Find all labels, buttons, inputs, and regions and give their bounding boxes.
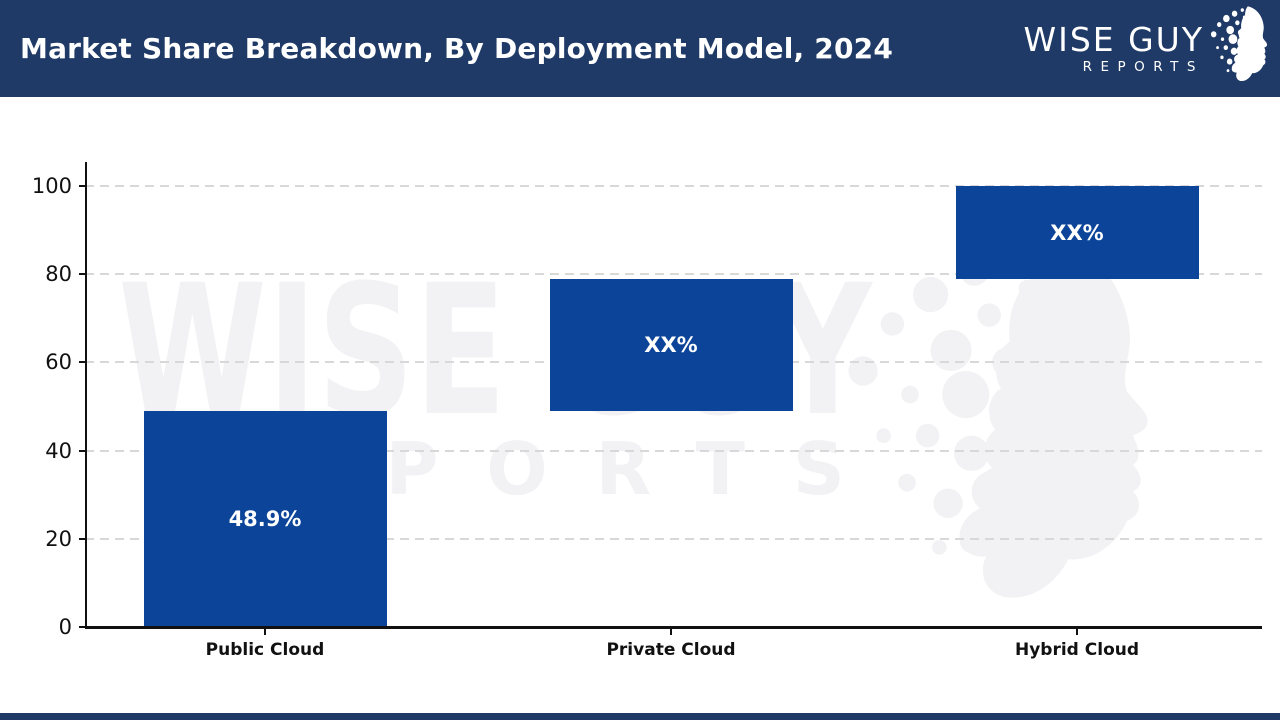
page-title: Market Share Breakdown, By Deployment Mo… bbox=[20, 32, 894, 65]
y-axis-tick bbox=[79, 361, 85, 364]
y-tick-label: 40 bbox=[45, 438, 72, 463]
logo-face-icon bbox=[1210, 6, 1268, 82]
bar-private-cloud: XX% bbox=[549, 279, 793, 412]
x-tick-label-hybrid-cloud: Hybrid Cloud bbox=[1014, 640, 1140, 660]
x-axis-line bbox=[85, 626, 1262, 629]
bar-hybrid-cloud: XX% bbox=[955, 186, 1199, 280]
wise-guy-logo: WISE GUY REPORTS bbox=[1023, 4, 1272, 84]
y-axis-tick bbox=[79, 537, 85, 540]
y-axis-tick bbox=[79, 273, 85, 276]
gridline bbox=[85, 449, 1262, 452]
y-axis-tick bbox=[79, 626, 85, 628]
x-axis-tick bbox=[1076, 627, 1078, 635]
gridline bbox=[85, 273, 1262, 276]
y-tick-label: 20 bbox=[45, 526, 72, 551]
bar-public-cloud: 48.9% bbox=[143, 411, 387, 627]
x-axis-tick bbox=[264, 627, 266, 635]
footer-bar bbox=[0, 713, 1280, 720]
y-tick-label: 60 bbox=[45, 350, 72, 375]
x-axis-tick bbox=[670, 627, 672, 635]
logo-wordmark: WISE GUY bbox=[1023, 19, 1204, 59]
y-axis-tick bbox=[79, 185, 85, 187]
x-tick-label-private-cloud: Private Cloud bbox=[606, 640, 736, 660]
y-tick-label: 100 bbox=[31, 174, 72, 198]
logo-text: WISE GUY REPORTS bbox=[1023, 19, 1204, 76]
gridline bbox=[85, 537, 1262, 540]
y-axis-tick bbox=[79, 449, 85, 452]
logo-subtitle: REPORTS bbox=[1082, 59, 1204, 76]
gridline bbox=[85, 185, 1262, 187]
y-tick-label: 80 bbox=[45, 262, 72, 287]
x-tick-label-public-cloud: Public Cloud bbox=[205, 640, 325, 660]
watermark-face-icon bbox=[848, 235, 1148, 598]
bar-value-label: XX% bbox=[1050, 220, 1104, 245]
y-tick-label: 0 bbox=[58, 615, 72, 639]
y-axis-spine bbox=[85, 162, 87, 628]
header: Market Share Breakdown, By Deployment Mo… bbox=[0, 0, 1280, 97]
bar-value-label: 48.9% bbox=[228, 507, 302, 532]
bar-value-label: XX% bbox=[644, 333, 698, 358]
